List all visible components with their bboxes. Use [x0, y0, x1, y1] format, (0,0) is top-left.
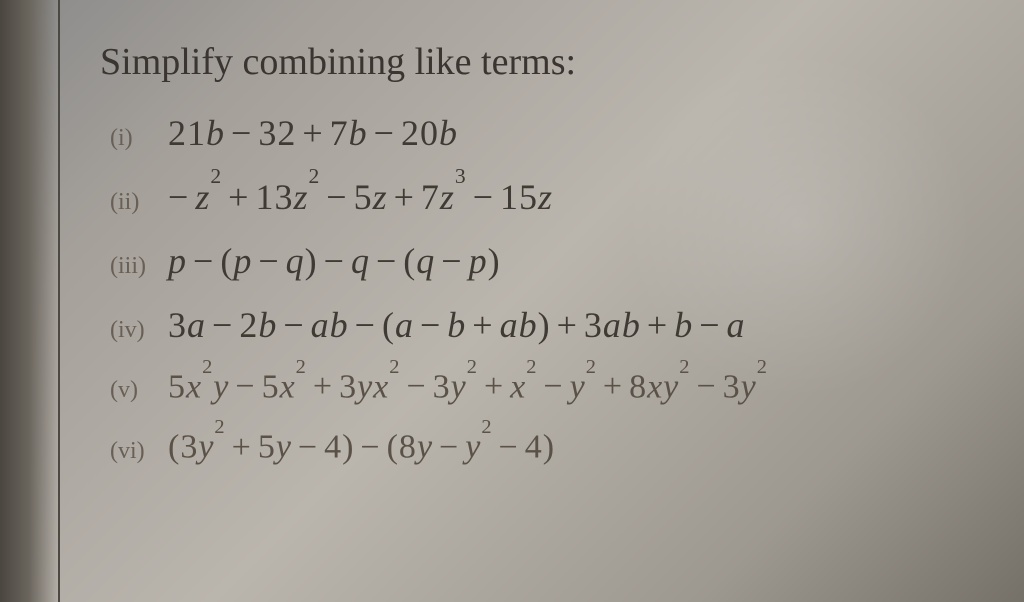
math-expression: p−(p−q)−q−(q−p): [168, 240, 501, 282]
problem-list: i 21b−32+7b−20b ii −z2+13z2−5z+7z3−15z i…: [100, 112, 964, 467]
math-expression: 5x2y−5x2+3yx2−3y2+x2−y2+8xy2−3y2: [168, 368, 768, 406]
item-label: vi: [110, 438, 160, 465]
item-label: v: [110, 377, 160, 404]
item-label: ii: [110, 189, 160, 216]
list-item: i 21b−32+7b−20b: [110, 112, 964, 154]
math-expression: 3a−2b−ab−(a−b+ab)+3ab+b−a: [168, 304, 746, 346]
list-item: v 5x2y−5x2+3yx2−3y2+x2−y2+8xy2−3y2: [110, 368, 964, 406]
list-item: ii −z2+13z2−5z+7z3−15z: [110, 176, 964, 218]
question-heading: Simplify combining like terms:: [100, 40, 964, 84]
heading-rest: combining like terms:: [233, 41, 576, 83]
math-expression: 21b−32+7b−20b: [168, 112, 458, 154]
list-item: iii p−(p−q)−q−(q−p): [110, 240, 964, 282]
list-item: vi (3y2+5y−4)−(8y−y2−4): [110, 428, 964, 466]
item-label: iii: [110, 253, 160, 280]
list-item: iv 3a−2b−ab−(a−b+ab)+3ab+b−a: [110, 304, 964, 346]
page-content: Simplify combining like terms: i 21b−32+…: [0, 0, 1024, 529]
heading-first-word: Simplify: [100, 41, 233, 83]
item-label: iv: [110, 317, 160, 344]
math-expression: (3y2+5y−4)−(8y−y2−4): [168, 428, 555, 466]
math-expression: −z2+13z2−5z+7z3−15z: [168, 176, 553, 218]
item-label: i: [110, 125, 160, 152]
